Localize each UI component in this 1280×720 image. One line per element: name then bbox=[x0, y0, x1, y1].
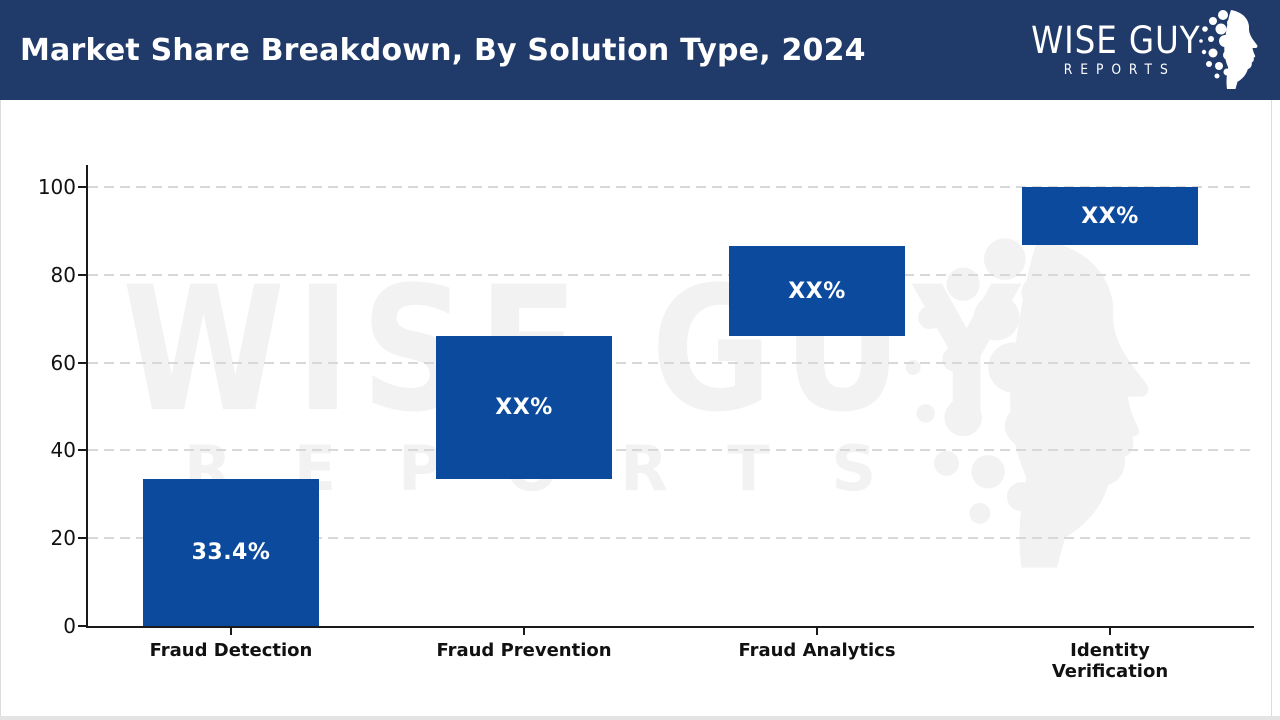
y-tick-mark bbox=[78, 186, 86, 188]
logo-face-icon bbox=[1194, 8, 1266, 92]
x-tick-mark bbox=[816, 628, 818, 635]
y-tick-label: 100 bbox=[37, 175, 76, 199]
x-tick-mark bbox=[230, 628, 232, 635]
x-category-label: Fraud Prevention bbox=[414, 640, 634, 661]
gridline-80 bbox=[88, 273, 1254, 276]
bar-value-label: XX% bbox=[1081, 203, 1139, 229]
y-tick-label: 40 bbox=[50, 438, 76, 463]
bar-value-label: XX% bbox=[495, 395, 553, 421]
x-category-label-line: Verification bbox=[1051, 661, 1169, 682]
bar-value-label: 33.4% bbox=[191, 540, 271, 566]
gridline-60 bbox=[88, 361, 1254, 364]
chart-title: Market Share Breakdown, By Solution Type… bbox=[20, 32, 866, 68]
left-border bbox=[0, 100, 1, 720]
bar-fraud-prevention: XX% bbox=[436, 336, 612, 480]
bar-value-label: XX% bbox=[788, 278, 846, 304]
y-tick-mark bbox=[78, 449, 86, 452]
x-category-label-line: Fraud Analytics bbox=[738, 640, 896, 661]
y-tick-mark bbox=[78, 361, 86, 364]
gridline-100 bbox=[88, 186, 1254, 188]
y-tick-label: 80 bbox=[50, 262, 76, 287]
x-category-label-line: Fraud Detection bbox=[149, 640, 313, 661]
logo-wordmark-line1: WISE GUY bbox=[1030, 19, 1200, 62]
x-category-label: Fraud Detection bbox=[121, 640, 341, 661]
x-tick-mark bbox=[1109, 628, 1111, 635]
logo-wordmark-line2: REPORTS bbox=[1063, 62, 1176, 78]
x-category-label: Identity Verification bbox=[1000, 640, 1220, 682]
y-tick-mark bbox=[78, 537, 86, 540]
right-border bbox=[1271, 100, 1272, 720]
logo-wordmark: WISE GUY REPORTS bbox=[1031, 22, 1200, 78]
gridline-40 bbox=[88, 449, 1254, 452]
bar-identity-verification: XX% bbox=[1022, 187, 1198, 246]
x-category-label: Fraud Analytics bbox=[707, 640, 927, 661]
y-tick-label: 0 bbox=[63, 614, 76, 638]
wiseguy-logo: WISE GUY REPORTS bbox=[1008, 6, 1266, 94]
bottom-border bbox=[0, 716, 1280, 720]
x-tick-mark bbox=[523, 628, 525, 635]
bar-fraud-detection: 33.4% bbox=[143, 479, 319, 626]
y-tick-mark bbox=[78, 273, 86, 276]
x-category-label-line: Identity bbox=[1070, 640, 1150, 661]
y-axis bbox=[86, 165, 88, 628]
y-tick-label: 60 bbox=[50, 350, 76, 375]
header-bar: Market Share Breakdown, By Solution Type… bbox=[0, 0, 1280, 100]
x-axis bbox=[86, 626, 1254, 628]
y-tick-label: 20 bbox=[50, 526, 76, 551]
y-tick-mark bbox=[78, 625, 86, 627]
bar-fraud-analytics: XX% bbox=[729, 246, 905, 337]
gridline-20 bbox=[88, 537, 1254, 540]
x-category-label-line: Fraud Prevention bbox=[436, 640, 612, 661]
